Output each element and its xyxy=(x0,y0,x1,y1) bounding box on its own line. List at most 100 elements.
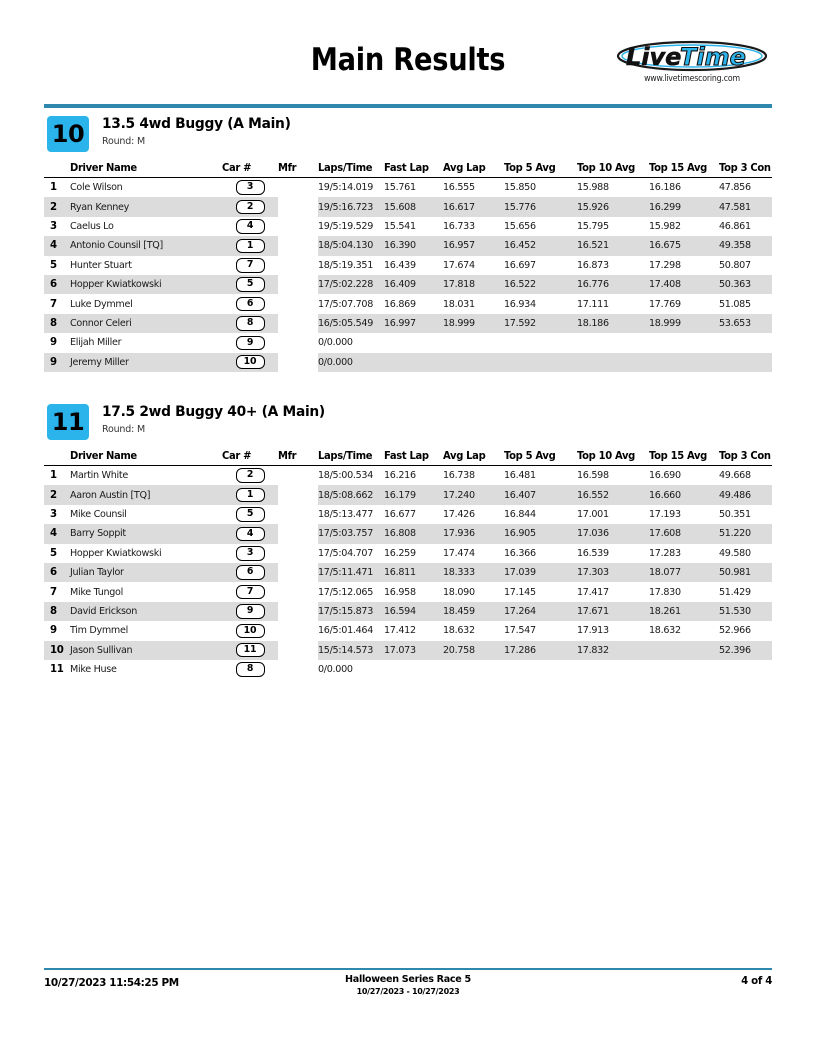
cell-top5-avg: 16.366 xyxy=(504,547,536,559)
cell-position: 6 xyxy=(44,274,70,295)
cell-laps-time: 19/5:19.529 xyxy=(318,220,374,232)
cell-mfr xyxy=(278,333,318,352)
cell-driver-name: Barry Soppit xyxy=(70,524,222,544)
cell-car-number: 6 xyxy=(222,562,278,583)
cell-top5-avg: 15.850 xyxy=(504,182,536,194)
cell-avg-lap: 18.090 xyxy=(443,586,475,598)
cell-avg-lap: 17.818 xyxy=(443,274,504,295)
svg-text:Time: Time xyxy=(680,43,746,71)
table-row: 5 Hunter Stuart 7 18/5:19.351 16.439 17.674 16… xyxy=(44,256,772,275)
cell-fast-lap: 15.541 xyxy=(384,220,416,232)
col-mfr: Mfr xyxy=(278,450,316,466)
livetime-logo-mark: Live Time xyxy=(616,40,768,72)
cell-top3-con: 50.807 xyxy=(719,259,751,271)
cell-position: 7 xyxy=(50,298,57,310)
cell-top3-con: 51.085 xyxy=(719,298,751,310)
cell-driver-name: Martin White xyxy=(70,470,128,482)
col-top3-con: Top 3 Con xyxy=(719,450,771,466)
cell-top5-avg: 16.844 xyxy=(504,508,536,520)
cell-top15-avg: 18.999 xyxy=(649,313,719,334)
section-round: Round: M xyxy=(102,136,145,147)
col-fast-lap: Fast Lap xyxy=(384,450,441,466)
livetime-logo: Live Time www.livetimescoring.com xyxy=(612,40,772,84)
cell-fast-lap: 16.677 xyxy=(384,508,416,520)
cell-top15-avg xyxy=(649,352,719,372)
col-driver-name: Driver Name xyxy=(70,450,215,466)
cell-top15-avg: 17.408 xyxy=(649,274,719,295)
cell-laps-time: 17/5:07.708 xyxy=(318,298,374,310)
cell-fast-lap: 16.958 xyxy=(384,586,416,598)
cell-car-number: 3 xyxy=(222,544,278,563)
cell-top15-avg xyxy=(649,333,719,352)
cell-driver-name: Ryan Kenney xyxy=(70,197,222,217)
cell-laps-time: 15/5:14.573 xyxy=(318,640,384,660)
results-table-10: Driver Name Car # Mfr Laps/Time Fast Lap… xyxy=(44,162,772,372)
col-laps-time: Laps/Time xyxy=(318,162,381,178)
footer-center: Halloween Series Race 5 10/27/2023 - 10/… xyxy=(44,974,772,996)
cell-mfr xyxy=(278,294,318,313)
cell-avg-lap: 17.240 xyxy=(443,485,504,505)
cell-position: 11 xyxy=(50,664,64,676)
results-body-10: 1 Cole Wilson 3 19/5:14.019 15.761 16.555 15.8… xyxy=(44,178,772,372)
cell-car-number: 3 xyxy=(222,178,278,198)
cell-top3-con: 50.981 xyxy=(719,562,772,583)
cell-top10-avg xyxy=(577,333,649,352)
cell-top10-avg: 15.988 xyxy=(577,182,609,194)
cell-top15-avg: 16.690 xyxy=(649,470,681,482)
table-row: 7 Luke Dymmel 6 17/5:07.708 16.869 18.031 16.9… xyxy=(44,294,772,313)
cell-driver-name: Caelus Lo xyxy=(70,220,114,232)
cell-top10-avg: 17.913 xyxy=(577,625,609,637)
cell-driver-name: Jeremy Miller xyxy=(70,352,222,372)
col-top5-avg: Top 5 Avg xyxy=(504,162,574,178)
cell-top5-avg xyxy=(504,352,577,372)
cell-avg-lap: 18.333 xyxy=(443,562,504,583)
cell-position: 8 xyxy=(44,313,70,334)
cell-top10-avg: 18.186 xyxy=(577,313,649,334)
cell-top10-avg: 15.926 xyxy=(577,197,649,217)
cell-avg-lap: 16.617 xyxy=(443,197,504,217)
cell-top10-avg: 16.552 xyxy=(577,485,649,505)
table-row: 3 Mike Counsil 5 18/5:13.477 16.677 17.426 16.… xyxy=(44,505,772,524)
cell-car-number: 1 xyxy=(222,236,278,256)
cell-mfr xyxy=(278,275,318,294)
col-avg-lap: Avg Lap xyxy=(443,450,501,466)
table-row: 5 Hopper Kwiatkowski 3 17/5:04.707 16.259 17.… xyxy=(44,544,772,563)
cell-top15-avg: 17.283 xyxy=(649,547,681,559)
cell-mfr xyxy=(278,217,318,236)
col-position xyxy=(44,162,69,178)
cell-top3-con: 49.580 xyxy=(719,547,751,559)
cell-top3-con: 49.358 xyxy=(719,236,772,256)
cell-fast-lap: 15.761 xyxy=(384,182,416,194)
results-body-11: 1 Martin White 2 18/5:00.534 16.216 16.738 16.… xyxy=(44,466,772,680)
cell-top5-avg: 17.547 xyxy=(504,625,536,637)
cell-laps-time: 17/5:15.873 xyxy=(318,601,384,622)
table-row: 9 Jeremy Miller 10 0/0.000 xyxy=(44,352,772,372)
footer-divider xyxy=(44,968,772,970)
cell-mfr xyxy=(278,314,318,333)
footer-page-number: 4 of 4 xyxy=(741,976,772,987)
cell-driver-name: Antonio Counsil [TQ] xyxy=(70,236,222,256)
table-row: 9 Elijah Miller 9 0/0.000 xyxy=(44,333,772,352)
car-number-pill: 3 xyxy=(235,546,265,561)
cell-top10-avg: 17.036 xyxy=(577,524,649,544)
cell-laps-time: 17/5:02.228 xyxy=(318,274,384,295)
cell-top3-con: 47.856 xyxy=(719,182,751,194)
cell-driver-name: Hopper Kwiatkowski xyxy=(70,547,162,559)
cell-avg-lap xyxy=(443,333,504,352)
cell-car-number: 2 xyxy=(222,466,278,486)
cell-top5-avg: 16.481 xyxy=(504,470,536,482)
cell-driver-name: David Erickson xyxy=(70,601,222,622)
cell-driver-name: Jason Sullivan xyxy=(70,640,222,660)
cell-top3-con xyxy=(719,333,772,352)
table-row: 2 Aaron Austin [TQ] 1 18/5:08.662 16.179 17.2… xyxy=(44,485,772,505)
cell-driver-name: Aaron Austin [TQ] xyxy=(70,485,222,505)
cell-position: 8 xyxy=(44,601,70,622)
cell-top5-avg: 17.286 xyxy=(504,640,577,660)
cell-car-number: 4 xyxy=(222,524,278,544)
cell-mfr xyxy=(278,563,318,582)
cell-driver-name: Mike Huse xyxy=(70,664,117,676)
cell-fast-lap xyxy=(384,660,443,679)
cell-car-number: 10 xyxy=(222,352,278,372)
cell-top10-avg: 16.598 xyxy=(577,470,609,482)
car-number-pill: 8 xyxy=(235,662,265,677)
